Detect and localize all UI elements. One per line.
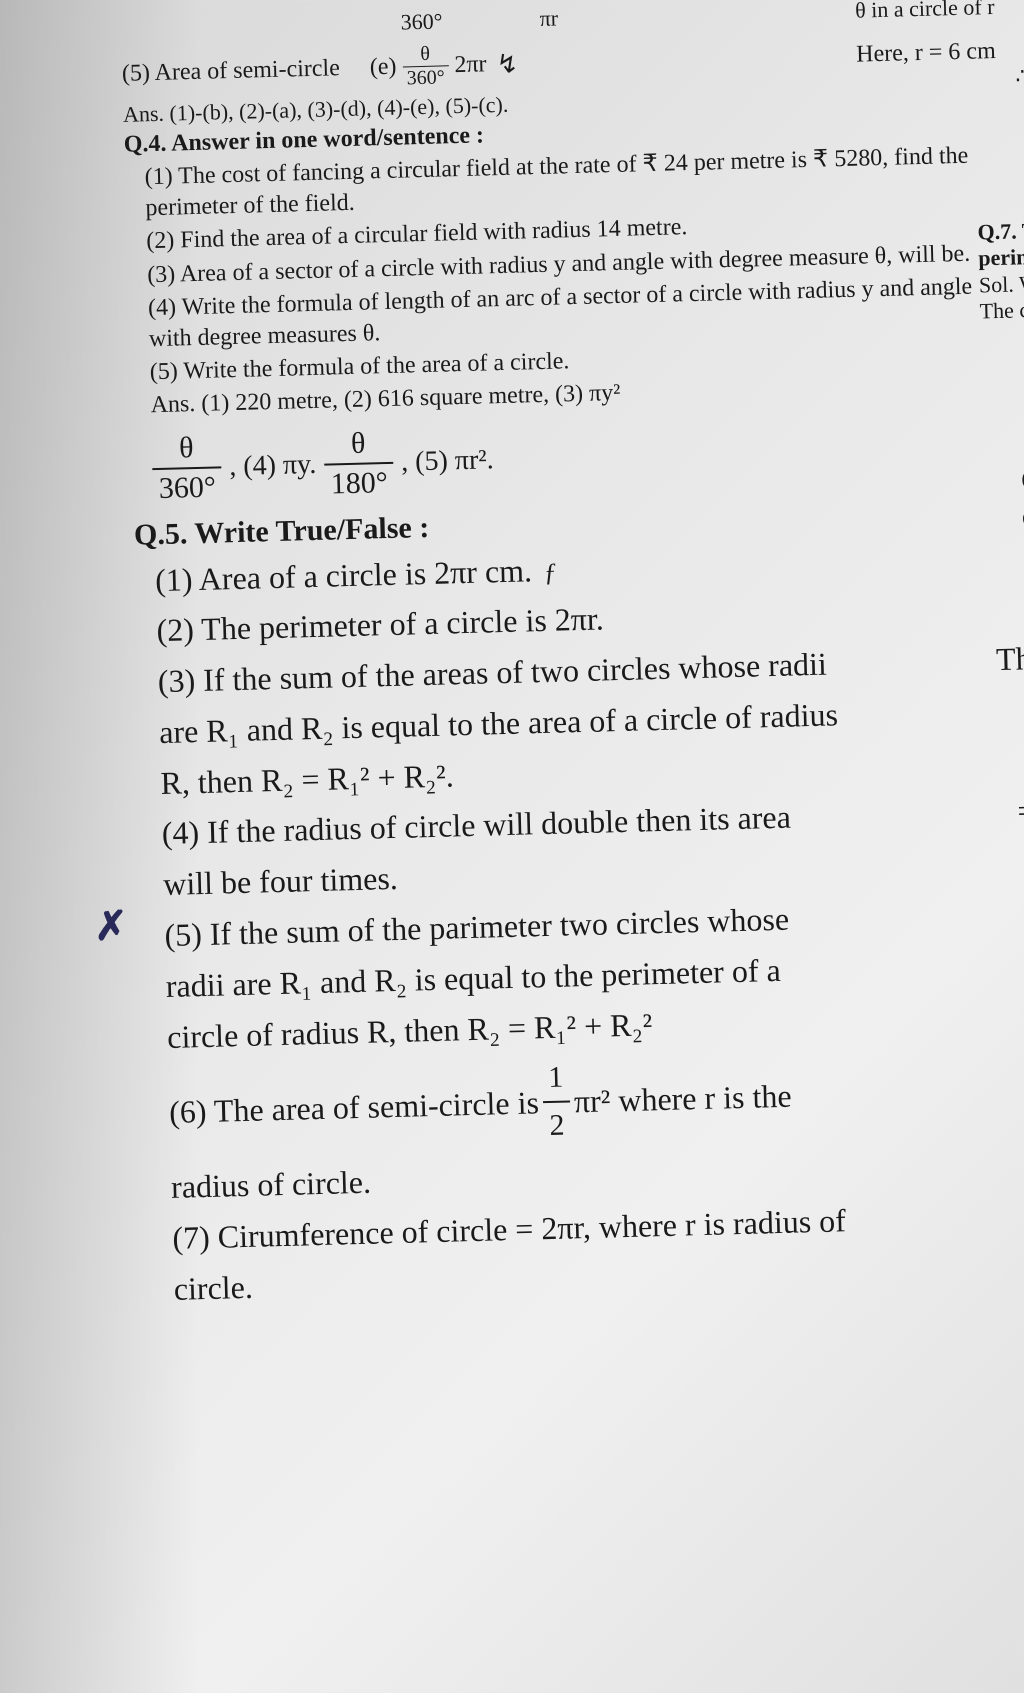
- margin-eq: =: [1017, 789, 1024, 834]
- frac-theta-360-b: θ 360°: [151, 428, 222, 508]
- pen-cross-icon: ✗: [94, 902, 129, 950]
- q5-4a-text: (4) If the radius of circle will double …: [161, 799, 791, 851]
- f2-den: 180°: [324, 463, 394, 503]
- margin-q7: Q.7. The perimeter Sol. We k The circu: [977, 217, 1024, 325]
- q7-l1: Q.7. The: [977, 217, 1024, 246]
- q5-3a-text: (3) If the sum of the areas of two circl…: [157, 646, 827, 700]
- here-r: Here, r = 6 cm: [856, 38, 996, 69]
- q7-l4: The circu: [979, 296, 1024, 325]
- q5-6a: (6) The area of semi-circle is 1 2 πr² w…: [168, 1043, 1024, 1159]
- margin-th: Th: [995, 636, 1024, 682]
- frac-theta-180: θ 180°: [323, 423, 394, 503]
- f1-den: 360°: [152, 468, 222, 508]
- ans4-mid: , (4) πy.: [229, 448, 317, 482]
- q5-6a-text: (6) The area of semi-circle is: [169, 1080, 540, 1134]
- textbook-page: 360° πr θ in a circle of r (5) Area of s…: [0, 0, 1024, 1341]
- ans4-end: , (5) πr².: [401, 444, 494, 478]
- half-num: 1: [542, 1055, 570, 1104]
- pen-mark-f-icon: ƒ: [544, 554, 558, 591]
- frag-theta: θ in a circle of r: [855, 0, 995, 24]
- f2-num: θ: [323, 423, 393, 465]
- half-den: 2: [543, 1103, 571, 1150]
- fraction-theta-360: θ 360°: [402, 42, 449, 90]
- ans4-formulas: θ 360° , (4) πy. θ 180° , (5) πr².: [151, 407, 1007, 507]
- pen-tick-icon: ↯: [496, 49, 519, 80]
- option-e-label: (e): [369, 54, 396, 82]
- q8-l1: Q.8.: [1021, 462, 1024, 500]
- margin-q8: Q.8. circu Sol.: [1021, 462, 1024, 573]
- frag-pir: πr: [539, 5, 558, 31]
- frac-num: θ: [402, 42, 449, 67]
- frac-den: 360°: [402, 66, 449, 90]
- margin-a-equals: ∴ A =: [1015, 62, 1024, 89]
- frag-360: 360°: [400, 8, 442, 35]
- frac-half: 1 2: [542, 1055, 571, 1150]
- item-5: (5) Area of semi-circle: [122, 55, 341, 88]
- q5-1-text: (1) Area of a circle is 2πr cm.: [155, 552, 533, 598]
- f1-num: θ: [151, 428, 221, 470]
- q7-l2: perimeter: [978, 243, 1024, 272]
- q7-l3: Sol. We k: [979, 270, 1024, 299]
- after-frac: 2πr: [454, 51, 487, 79]
- q5-6b-text: πr² where r is the: [573, 1074, 792, 1124]
